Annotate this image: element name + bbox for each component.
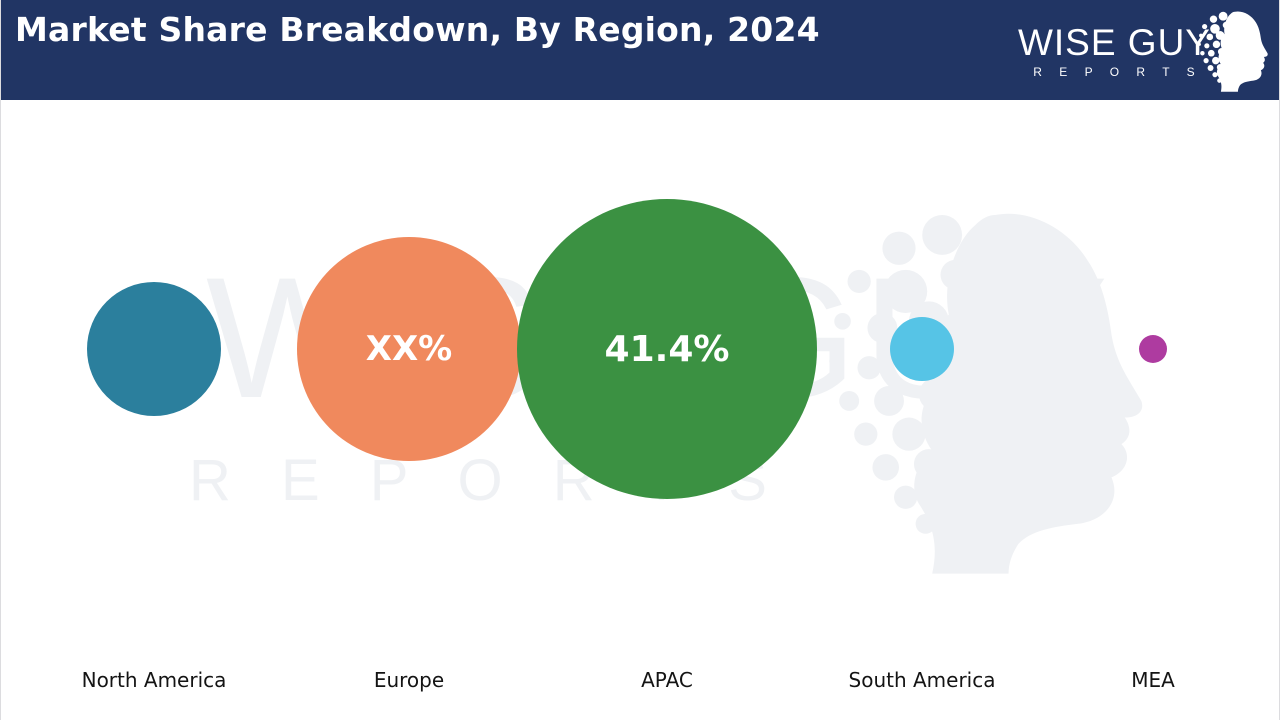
bubble-south-america — [890, 317, 954, 381]
category-label-mea: MEA — [1131, 668, 1175, 692]
category-label-apac: APAC — [641, 668, 693, 692]
wiseguy-head-watermark-icon — [829, 213, 1143, 574]
category-label-north-america: North America — [81, 668, 227, 692]
bubble-chart: WISE GUY R E P O R T S North AmericaXX%E… — [1, 100, 1279, 720]
header: Market Share Breakdown, By Region, 2024 … — [1, 0, 1279, 100]
brand-logo: WISE GUY R E P O R T S — [1018, 10, 1269, 92]
page-title: Market Share Breakdown, By Region, 2024 — [15, 10, 820, 49]
bubble-apac: 41.4% — [517, 199, 817, 499]
logo-wordmark: WISE GUY — [1017, 22, 1211, 64]
logo-text: WISE GUY R E P O R T S — [1017, 22, 1211, 79]
bubble-europe: XX% — [297, 237, 521, 461]
category-label-south-america: South America — [848, 668, 996, 692]
logo-subtitle: R E P O R T S — [1033, 64, 1202, 79]
bubble-value-label: 41.4% — [604, 328, 730, 370]
category-label-europe: Europe — [373, 668, 445, 692]
bubble-mea — [1139, 335, 1167, 363]
bubble-value-label: XX% — [365, 329, 453, 369]
bubble-north-america — [87, 282, 221, 416]
